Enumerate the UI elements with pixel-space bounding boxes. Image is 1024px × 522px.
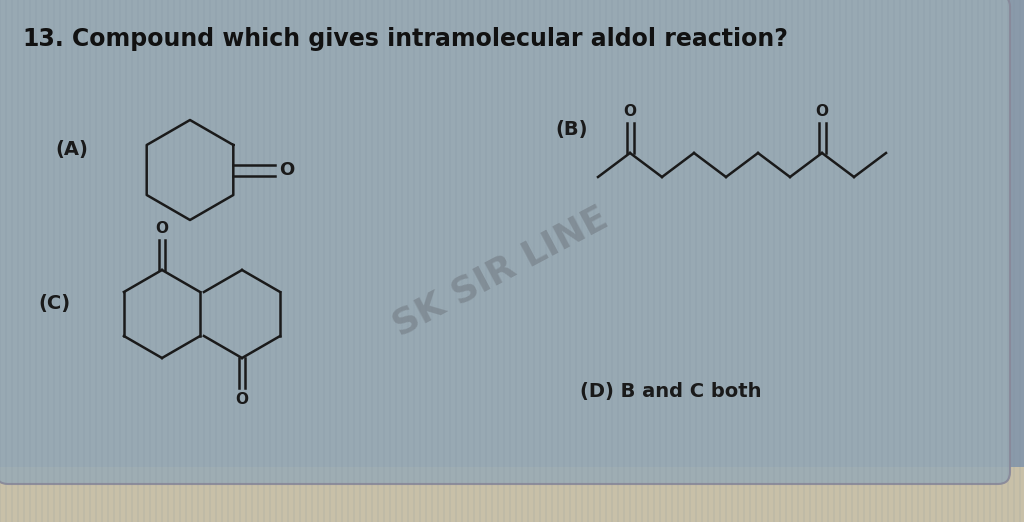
Text: O: O: [236, 392, 249, 407]
Text: O: O: [815, 104, 828, 119]
Text: O: O: [280, 161, 295, 179]
FancyBboxPatch shape: [0, 0, 1010, 484]
Text: O: O: [156, 221, 169, 236]
Text: (C): (C): [38, 294, 70, 314]
Text: (B): (B): [555, 121, 588, 139]
Text: 13.: 13.: [22, 27, 63, 51]
Text: O: O: [624, 104, 637, 119]
Text: SK SIR LINE: SK SIR LINE: [387, 201, 613, 343]
Text: (D) B and C both: (D) B and C both: [580, 383, 762, 401]
Text: Compound which gives intramolecular aldol reaction?: Compound which gives intramolecular aldo…: [72, 27, 787, 51]
Text: (A): (A): [55, 140, 88, 160]
Bar: [0, 467, 1024, 522]
